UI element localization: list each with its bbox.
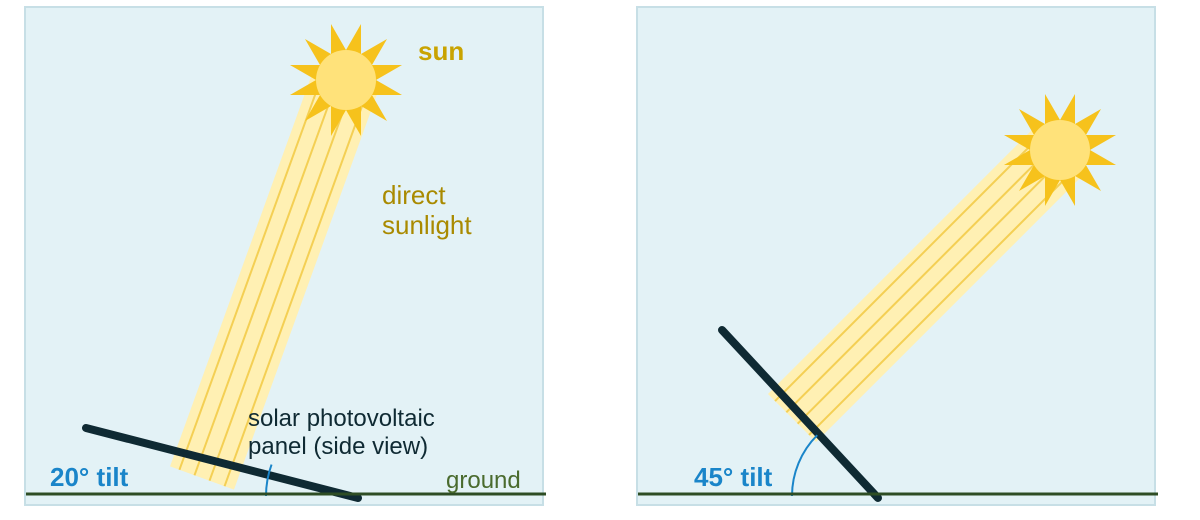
panel-left-svg: sun directsunlight solar photovoltaicpanel… — [26, 8, 546, 508]
label-direct2: sunlight — [382, 210, 472, 240]
label-tilt: 20° tilt — [50, 462, 129, 492]
label-panel1: solar photovoltaic — [248, 405, 435, 432]
tilt-arc — [266, 465, 272, 496]
label-ground: ground — [446, 467, 521, 494]
sunlight-stripe — [775, 133, 1043, 401]
diagram-stage: sun directsunlight solar photovoltaicpanel… — [0, 0, 1200, 520]
label-sun: sun — [418, 36, 464, 66]
label-direct1: direct — [382, 180, 446, 210]
sunlight-stripe — [798, 156, 1066, 424]
sunlight-stripe — [809, 167, 1077, 435]
tilt-arc — [792, 435, 817, 496]
panel-right-svg: 45° tilt — [638, 8, 1158, 508]
label-panel2: panel (side view) — [248, 433, 428, 460]
panel-right: 45° tilt — [636, 6, 1156, 506]
label-tilt: 45° tilt — [694, 462, 773, 492]
panel-left: sun directsunlight solar photovoltaicpanel… — [24, 6, 544, 506]
sunlight-stripe — [786, 144, 1054, 412]
